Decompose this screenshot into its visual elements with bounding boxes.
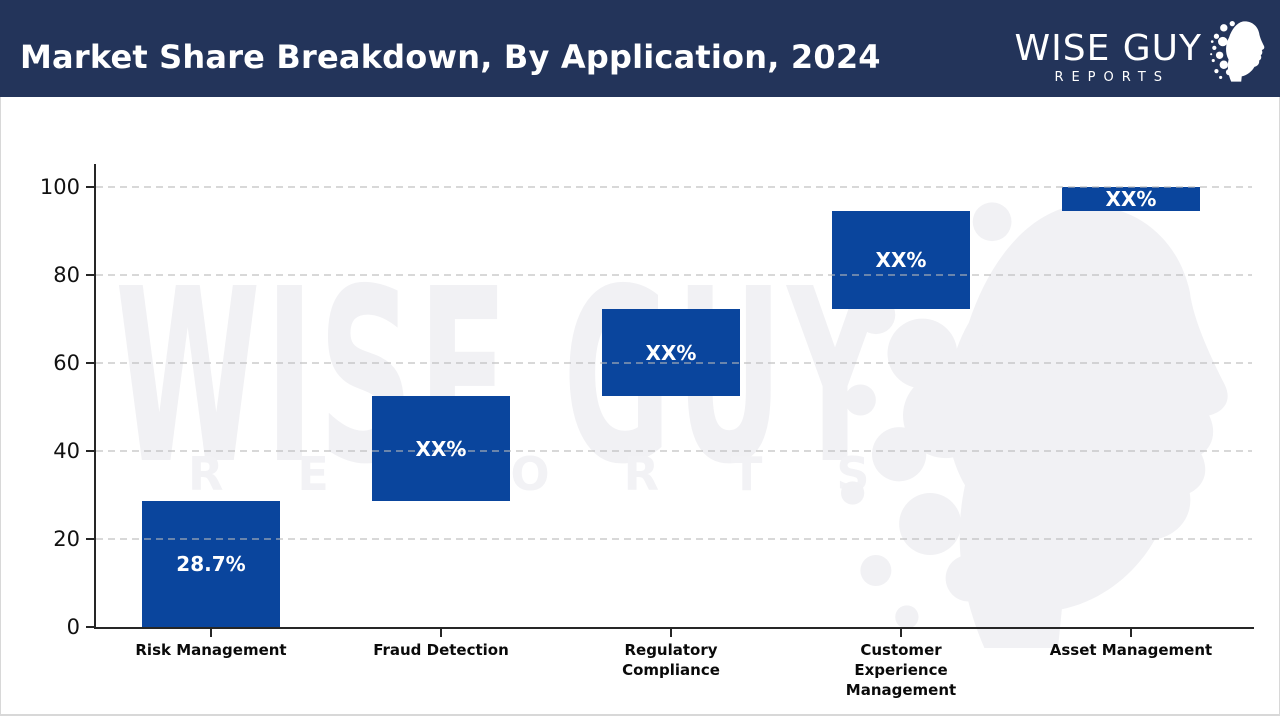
x-tick-label: Asset Management <box>1049 641 1213 659</box>
x-tick-mark <box>900 629 902 637</box>
x-tick-label: Customer Experience Management <box>845 641 957 699</box>
y-tick-mark <box>86 186 95 188</box>
bar <box>372 396 510 501</box>
brand-text: WISE GUY REPORTS <box>1015 28 1203 85</box>
gridline <box>96 186 1252 188</box>
bar <box>142 500 280 627</box>
y-axis-spine <box>94 164 96 629</box>
y-tick-label: 100 <box>39 175 80 199</box>
y-tick-mark <box>86 450 95 452</box>
bar-value-label: 28.7% <box>176 551 246 576</box>
y-tick-label: 20 <box>53 527 80 551</box>
y-tick-label: 0 <box>66 615 80 639</box>
y-tick-label: 60 <box>53 351 80 375</box>
x-axis-spine <box>94 627 1254 629</box>
x-tick-mark <box>210 629 212 637</box>
gridline <box>96 538 1252 540</box>
x-tick-label: Regulatory Compliance <box>622 641 720 679</box>
y-tick-label: 80 <box>53 263 80 287</box>
brand-logo: WISE GUY REPORTS <box>1015 6 1266 92</box>
wise-guy-head-icon <box>1210 21 1265 82</box>
brand-name: WISE GUY <box>1014 28 1202 69</box>
x-tick-mark <box>440 629 442 637</box>
header-banner: Market Share Breakdown, By Application, … <box>0 0 1280 97</box>
brand-subname: REPORTS <box>1054 70 1171 85</box>
y-tick-mark <box>86 538 95 540</box>
y-tick-mark <box>86 362 95 364</box>
page-title: Market Share Breakdown, By Application, … <box>20 38 881 76</box>
y-tick-mark <box>86 274 95 276</box>
bar-value-label: XX% <box>1105 187 1157 212</box>
x-tick-mark <box>1130 629 1132 637</box>
y-tick-label: 40 <box>53 439 80 463</box>
bar <box>602 308 740 397</box>
bar-value-label: XX% <box>875 248 927 273</box>
bar <box>1062 187 1200 212</box>
x-tick-label: Risk Management <box>135 641 287 659</box>
bar-value-label: XX% <box>645 340 697 365</box>
bar-value-label: XX% <box>415 436 467 461</box>
gridline <box>96 362 1252 364</box>
watermark-reports-text: REPORTS <box>188 447 944 501</box>
x-tick-label: Fraud Detection <box>373 641 509 659</box>
bar <box>832 211 970 309</box>
x-tick-mark <box>670 629 672 637</box>
y-tick-mark <box>86 626 95 628</box>
gridline <box>96 274 1252 276</box>
gridline <box>96 450 1252 452</box>
